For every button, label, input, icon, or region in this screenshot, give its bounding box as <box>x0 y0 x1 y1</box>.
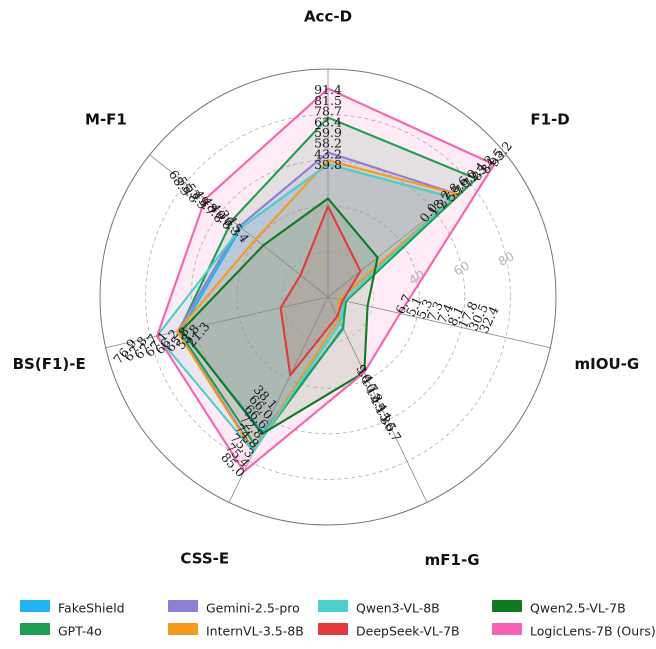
radar-line-qwen3-vl-8b[interactable] <box>156 163 454 453</box>
radar-spoke-css-e <box>228 296 329 503</box>
value-label-acc-d: 39.8 <box>314 157 342 172</box>
axis-title-miou-g: mIOU-G <box>574 355 639 373</box>
radar-area-gemini-2-5-pro <box>177 152 458 451</box>
legend-item[interactable]: Gemini-2.5-pro <box>168 600 300 616</box>
value-label-acc-d: 58.2 <box>314 136 342 151</box>
axis-title-f1-d: F1-D <box>530 110 569 128</box>
radar-area-qwen2-5-vl-7b <box>181 198 378 434</box>
radar-grid-ring-80 <box>145 114 511 480</box>
legend-label: Qwen3-VL-8B <box>356 601 440 616</box>
radar-area-logiclens-7b-ours <box>157 88 495 472</box>
legend-item[interactable]: Qwen2.5-VL-7B <box>492 600 626 616</box>
radar-area-deepseek-vl-7b <box>280 206 361 376</box>
legend-swatch <box>492 623 522 635</box>
radar-spoke-miou-g <box>327 296 551 349</box>
legend-label: InternVL-3.5-8B <box>206 624 304 639</box>
legend-label: DeepSeek-VL-7B <box>356 624 460 639</box>
radar-area-internvl-3-5-8b <box>177 160 458 452</box>
legend-swatch <box>168 600 198 612</box>
radar-area-fakeshield <box>180 164 453 433</box>
legend-label: Qwen2.5-VL-7B <box>530 601 626 616</box>
legend-item[interactable]: GPT-4o <box>20 623 102 639</box>
radar-line-deepseek-vl-7b[interactable] <box>279 205 362 377</box>
legend-label: FakeShield <box>58 601 125 616</box>
radar-area-gpt-4o <box>178 117 477 447</box>
legend-swatch <box>20 623 50 635</box>
legend-item[interactable]: InternVL-3.5-8B <box>168 623 304 639</box>
radar-spoke-mf1-g <box>327 296 428 503</box>
axis-title-acc-d: Acc-D <box>304 8 352 26</box>
ring-tick-label: 80 <box>495 248 516 269</box>
axis-title-bs-f1-e: BS(F1)-E <box>13 355 86 373</box>
value-label-acc-d: 81.5 <box>314 93 342 108</box>
radar-area-qwen3-vl-8b <box>157 164 453 452</box>
legend-label: Gemini-2.5-pro <box>206 601 300 616</box>
radar-line-gpt-4o[interactable] <box>177 116 478 448</box>
legend-item[interactable]: DeepSeek-VL-7B <box>318 623 460 639</box>
legend-item[interactable]: Qwen3-VL-8B <box>318 600 440 616</box>
value-label-acc-d: 59.9 <box>314 125 342 140</box>
legend-item[interactable]: LogicLens-7B (Ours) <box>492 623 656 639</box>
legend-label: GPT-4o <box>58 624 102 639</box>
axis-title-mf1-g: mF1-G <box>425 551 480 569</box>
legend-swatch <box>318 623 348 635</box>
legend-swatch <box>492 600 522 612</box>
legend-label: LogicLens-7B (Ours) <box>530 624 656 639</box>
ring-tick-label: 60 <box>451 258 472 279</box>
legend-item[interactable]: FakeShield <box>20 600 125 616</box>
value-label-acc-d: 43.2 <box>314 146 342 161</box>
legend-swatch <box>168 623 198 635</box>
legend-swatch <box>20 600 50 612</box>
axis-title-css-e: CSS-E <box>180 549 229 567</box>
value-label-acc-d: 91.4 <box>314 82 342 97</box>
legend-swatch <box>318 600 348 612</box>
radar-spoke-bs-f1-e <box>105 296 329 349</box>
radar-line-qwen2-5-vl-7b[interactable] <box>180 197 379 435</box>
value-label-acc-d: 78.7 <box>314 104 342 119</box>
radar-line-logiclens-7b-ours[interactable] <box>156 87 496 473</box>
axis-title-m-f1: M-F1 <box>85 110 127 128</box>
ring-tick-label: 40 <box>406 267 427 288</box>
value-label-acc-d: 63.4 <box>314 114 342 129</box>
